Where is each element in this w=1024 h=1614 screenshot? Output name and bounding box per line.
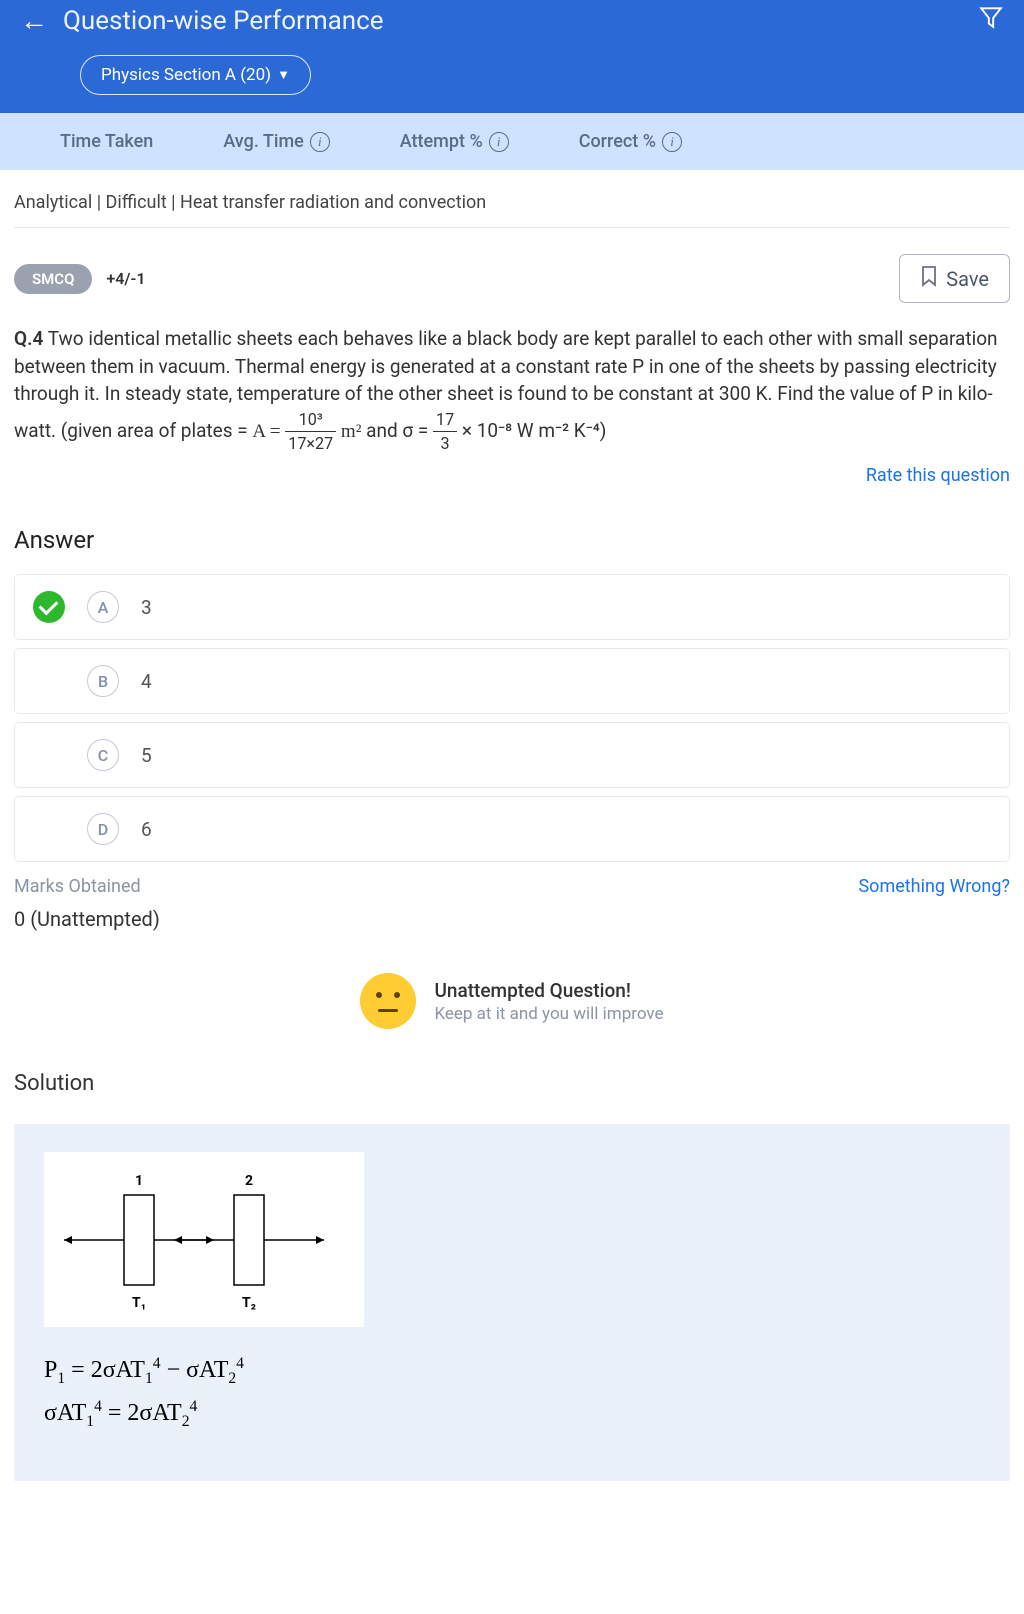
page-title: Question-wise Performance (63, 6, 963, 36)
equation-1: P1 = 2σAT14 − σAT24 (44, 1355, 980, 1388)
equation-2: σAT14 = 2σAT24 (44, 1398, 980, 1431)
option-text: 6 (141, 818, 152, 841)
question-meta: Analytical | Difficult | Heat transfer r… (14, 192, 1010, 228)
app-header: ← Question-wise Performance Physics Sect… (0, 0, 1024, 113)
option-letter: C (87, 739, 119, 771)
stat-attempt-pct[interactable]: Attempt %i (400, 131, 509, 152)
stats-bar: Time Taken Avg. Timei Attempt %i Correct… (0, 113, 1024, 170)
feedback-sub: Keep at it and you will improve (434, 1004, 663, 1024)
chevron-down-icon: ▼ (277, 67, 290, 83)
answer-option-b[interactable]: B4 (14, 648, 1010, 714)
correct-check-icon (33, 591, 65, 623)
marks-obtained-value: 0 (Unattempted) (14, 907, 160, 931)
question-text: Q.4 Two identical metallic sheets each b… (14, 325, 1010, 455)
option-letter: D (87, 813, 119, 845)
bookmark-icon (920, 265, 938, 292)
question-number: Q.4 (14, 327, 43, 350)
option-text: 3 (141, 596, 152, 619)
filter-icon[interactable] (978, 4, 1004, 37)
svg-text:T₂: T₂ (242, 1295, 256, 1311)
option-letter: B (87, 665, 119, 697)
answer-heading: Answer (14, 526, 1010, 554)
something-wrong-link[interactable]: Something Wrong? (858, 876, 1010, 897)
option-text: 4 (141, 670, 152, 693)
svg-text:2: 2 (245, 1173, 253, 1189)
answer-option-d[interactable]: D6 (14, 796, 1010, 862)
question-type-badge: SMCQ (14, 264, 92, 294)
answer-option-c[interactable]: C5 (14, 722, 1010, 788)
solution-diagram: 1 2 T₁ T₂ (44, 1152, 364, 1327)
back-arrow-icon[interactable]: ← (20, 7, 48, 35)
rate-question-link[interactable]: Rate this question (866, 465, 1010, 486)
info-icon[interactable]: i (489, 132, 509, 152)
svg-text:T₁: T₁ (132, 1295, 146, 1311)
info-icon[interactable]: i (662, 132, 682, 152)
stat-correct-pct[interactable]: Correct %i (579, 131, 682, 152)
answer-option-a[interactable]: A3 (14, 574, 1010, 640)
marks-scheme: +4/-1 (106, 269, 145, 288)
info-icon[interactable]: i (310, 132, 330, 152)
solution-heading: Solution (14, 1071, 1010, 1096)
svg-text:1: 1 (135, 1173, 143, 1189)
feedback-title: Unattempted Question! (434, 979, 663, 1002)
marks-obtained-label: Marks Obtained (14, 876, 160, 897)
stat-avg-time[interactable]: Avg. Timei (223, 131, 329, 152)
stat-time-taken[interactable]: Time Taken (60, 131, 153, 152)
section-dropdown[interactable]: Physics Section A (20) ▼ (80, 55, 311, 95)
save-button[interactable]: Save (899, 254, 1010, 303)
option-text: 5 (141, 744, 152, 767)
neutral-face-icon (360, 973, 416, 1029)
solution-box: 1 2 T₁ T₂ P1 = 2σAT14 − σAT24 σAT14 = 2σ… (14, 1124, 1010, 1481)
feedback-banner: Unattempted Question! Keep at it and you… (14, 973, 1010, 1029)
option-letter: A (87, 591, 119, 623)
save-label: Save (946, 267, 989, 291)
section-label: Physics Section A (20) (101, 65, 271, 85)
